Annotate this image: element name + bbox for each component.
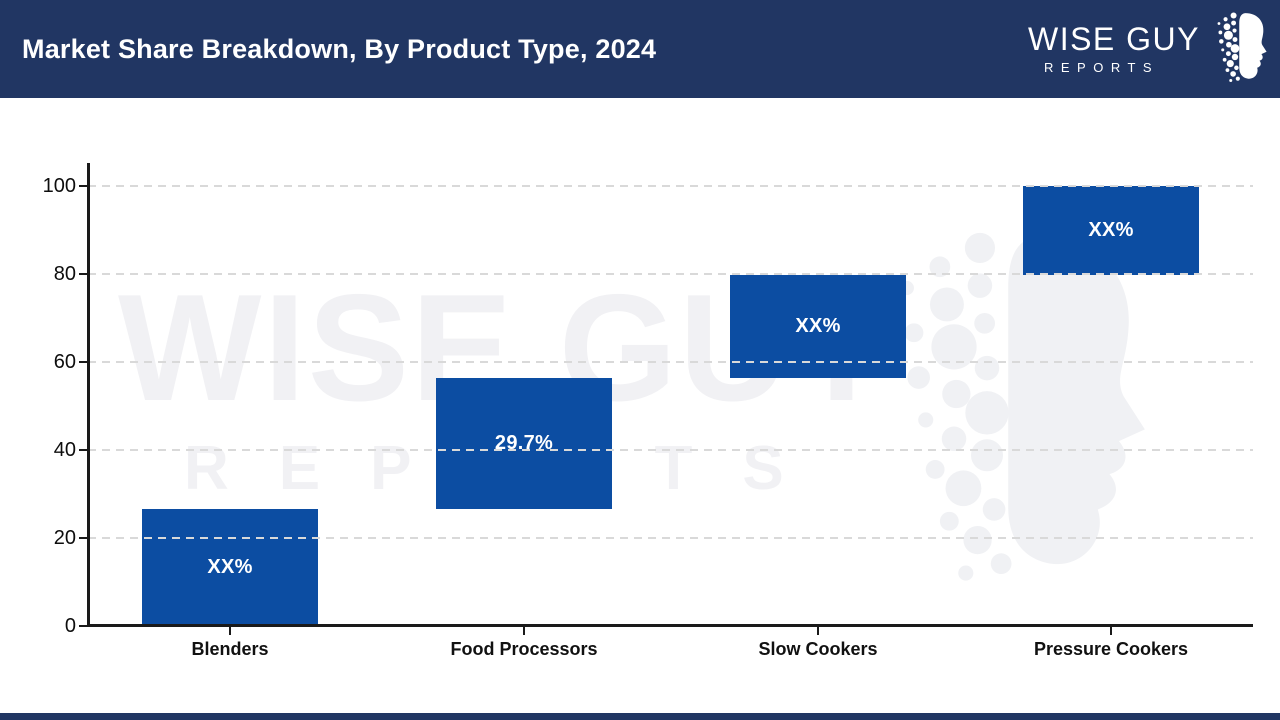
y-tick-label: 80: [53, 263, 76, 285]
bar-value-label: 29.7%: [494, 432, 554, 455]
category-label: Food Processors: [450, 639, 598, 659]
x-tick-mark: [229, 627, 231, 635]
x-tick-mark: [1110, 627, 1112, 635]
category-label: Pressure Cookers: [1033, 639, 1189, 659]
bar-food-processors: 29.7%: [436, 378, 612, 509]
gridline: [88, 449, 1253, 451]
x-axis-line: [87, 624, 1253, 627]
y-tick-label: 100: [42, 175, 76, 197]
y-tick-mark: [79, 537, 87, 539]
y-tick-label: 20: [53, 527, 76, 549]
x-tick-mark: [817, 627, 819, 635]
x-tick-mark: [523, 627, 525, 635]
bar-value-label: XX%: [795, 315, 841, 338]
bar-value-label: XX%: [1088, 218, 1134, 241]
y-tick-label: 40: [53, 439, 76, 461]
bar-blenders: XX%: [142, 508, 318, 626]
category-label: Blenders: [191, 639, 269, 659]
logo-face-dots-icon: [1217, 12, 1267, 83]
chart-title: Market Share Breakdown, By Product Type,…: [22, 33, 657, 64]
gridline: [88, 185, 1253, 187]
y-tick-mark: [79, 273, 87, 275]
y-tick-mark: [79, 361, 87, 363]
gridline: [88, 537, 1253, 539]
logo-text: WISE GUY REPORTS: [1028, 21, 1200, 75]
y-tick-label: 0: [64, 615, 76, 637]
y-tick-mark: [79, 185, 87, 187]
gridline: [88, 361, 1253, 363]
gridline: [88, 273, 1253, 275]
logo-sub-label: REPORTS: [1043, 60, 1160, 75]
bar-pressure-cookers: XX%: [1023, 186, 1199, 275]
bar-value-label: XX%: [207, 555, 253, 578]
header-bar: Market Share Breakdown, By Product Type,…: [0, 0, 1280, 98]
wise-guy-reports-logo: WISE GUY REPORTS: [1028, 9, 1268, 87]
category-label: Slow Cookers: [758, 639, 878, 659]
y-axis-line: [87, 163, 90, 627]
y-tick-mark: [79, 449, 87, 451]
y-tick-label: 60: [53, 351, 76, 373]
footer-bar: [0, 713, 1280, 720]
y-tick-mark: [79, 625, 87, 627]
logo-brand-label: WISE GUY: [1027, 21, 1200, 57]
